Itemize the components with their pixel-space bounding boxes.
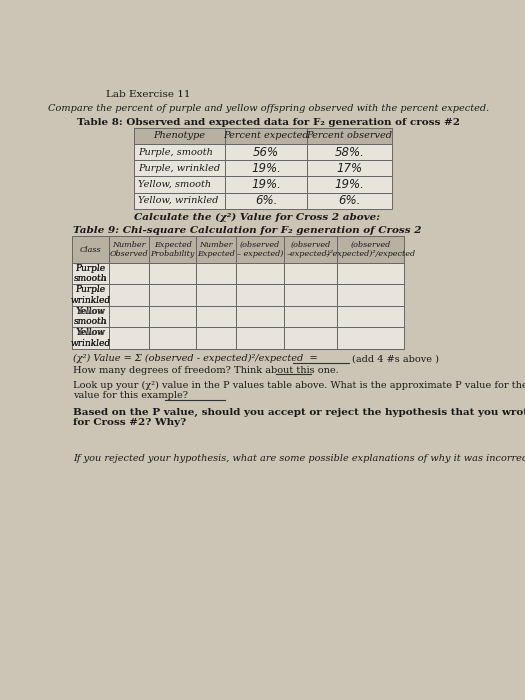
- Bar: [72, 328, 109, 349]
- Bar: [149, 306, 196, 328]
- Bar: [284, 328, 337, 349]
- Text: If you rejected your hypothesis, what are some possible explanations of why it w: If you rejected your hypothesis, what ar…: [74, 454, 525, 463]
- Text: Purple
wrinkled: Purple wrinkled: [70, 286, 110, 304]
- Bar: [225, 160, 307, 176]
- Bar: [109, 306, 149, 328]
- Text: Expected
Probability: Expected Probability: [150, 241, 195, 258]
- Bar: [72, 262, 109, 284]
- Text: Purple, smooth: Purple, smooth: [138, 148, 213, 157]
- Text: (add 4 #s above ): (add 4 #s above ): [352, 354, 439, 363]
- Bar: [225, 128, 307, 144]
- Text: Table 9: Chi-square Calculation for F₂ generation of Cross 2: Table 9: Chi-square Calculation for F₂ g…: [74, 227, 422, 235]
- Bar: [134, 193, 225, 209]
- Bar: [225, 193, 307, 209]
- Bar: [284, 284, 337, 306]
- Text: Purple
wrinkled: Purple wrinkled: [70, 286, 110, 304]
- Text: (observed
– expected)²/expected: (observed – expected)²/expected: [326, 241, 415, 258]
- Text: Based on the P value, should you accept or reject the hypothesis that you wrote : Based on the P value, should you accept …: [74, 408, 525, 417]
- Bar: [196, 328, 236, 349]
- Text: 58%.: 58%.: [334, 146, 364, 159]
- Bar: [149, 237, 196, 262]
- Text: 17%: 17%: [336, 162, 362, 175]
- Bar: [109, 237, 149, 262]
- Bar: [109, 284, 149, 306]
- Bar: [109, 328, 149, 349]
- Bar: [72, 237, 109, 262]
- Text: Purple
smooth: Purple smooth: [74, 264, 107, 283]
- Text: (χ²) Value = Σ (observed - expected)²/expected  =: (χ²) Value = Σ (observed - expected)²/ex…: [74, 354, 318, 363]
- Bar: [284, 306, 337, 328]
- Text: 6%.: 6%.: [338, 194, 361, 207]
- Text: Number
Observed: Number Observed: [110, 241, 149, 258]
- Text: Class: Class: [80, 246, 101, 253]
- Bar: [307, 193, 392, 209]
- Text: Yellow, wrinkled: Yellow, wrinkled: [138, 196, 218, 205]
- Text: Number
Expected: Number Expected: [197, 241, 235, 258]
- Bar: [196, 237, 236, 262]
- Bar: [284, 262, 337, 284]
- Bar: [225, 144, 307, 160]
- Text: Yellow
smooth: Yellow smooth: [74, 307, 107, 326]
- Bar: [149, 328, 196, 349]
- Text: How many degrees of freedom? Think about this one.: How many degrees of freedom? Think about…: [74, 366, 339, 375]
- Bar: [307, 144, 392, 160]
- Bar: [196, 284, 236, 306]
- Text: Percent expected: Percent expected: [223, 132, 309, 141]
- Bar: [196, 262, 236, 284]
- Text: Yellow
wrinkled: Yellow wrinkled: [70, 328, 110, 348]
- Text: Yellow
smooth: Yellow smooth: [74, 307, 107, 326]
- Bar: [236, 284, 284, 306]
- Bar: [337, 306, 404, 328]
- Bar: [134, 160, 225, 176]
- Bar: [236, 237, 284, 262]
- Text: Percent observed: Percent observed: [306, 132, 392, 141]
- Bar: [337, 262, 404, 284]
- Bar: [236, 306, 284, 328]
- Text: (observed
– expected): (observed – expected): [237, 241, 284, 258]
- Text: Purple
smooth: Purple smooth: [74, 264, 107, 283]
- Text: Look up your (χ²) value in the P values table above. What is the approximate P v: Look up your (χ²) value in the P values …: [74, 382, 525, 391]
- Bar: [236, 262, 284, 284]
- Bar: [337, 237, 404, 262]
- Text: 19%.: 19%.: [334, 178, 364, 191]
- Text: Lab Exercise 11: Lab Exercise 11: [106, 90, 191, 99]
- Bar: [307, 176, 392, 193]
- Bar: [225, 176, 307, 193]
- Bar: [196, 306, 236, 328]
- Text: value for this example?: value for this example?: [74, 391, 188, 400]
- Bar: [134, 128, 225, 144]
- Bar: [72, 284, 109, 306]
- Bar: [134, 144, 225, 160]
- Bar: [149, 262, 196, 284]
- Text: 6%.: 6%.: [255, 194, 277, 207]
- Text: Compare the percent of purple and yellow offspring observed with the percent exp: Compare the percent of purple and yellow…: [48, 104, 489, 113]
- Bar: [72, 306, 109, 328]
- Text: Yellow
wrinkled: Yellow wrinkled: [70, 328, 110, 348]
- Bar: [149, 284, 196, 306]
- Text: (observed
–expected)²: (observed –expected)²: [287, 241, 334, 258]
- Text: 19%.: 19%.: [251, 162, 281, 175]
- Bar: [337, 284, 404, 306]
- Text: Calculate the (χ²) Value for Cross 2 above:: Calculate the (χ²) Value for Cross 2 abo…: [134, 213, 380, 222]
- Bar: [284, 237, 337, 262]
- Bar: [109, 262, 149, 284]
- Bar: [307, 128, 392, 144]
- Text: Table 8: Observed and expected data for F₂ generation of cross #2: Table 8: Observed and expected data for …: [77, 118, 460, 127]
- Text: 19%.: 19%.: [251, 178, 281, 191]
- Text: Phenotype: Phenotype: [153, 132, 206, 141]
- Bar: [236, 328, 284, 349]
- Text: Yellow, smooth: Yellow, smooth: [138, 180, 211, 189]
- Bar: [134, 176, 225, 193]
- Bar: [337, 328, 404, 349]
- Bar: [307, 160, 392, 176]
- Text: for Cross #2? Why?: for Cross #2? Why?: [74, 418, 186, 427]
- Text: Purple, wrinkled: Purple, wrinkled: [138, 164, 220, 173]
- Text: 56%: 56%: [253, 146, 279, 159]
